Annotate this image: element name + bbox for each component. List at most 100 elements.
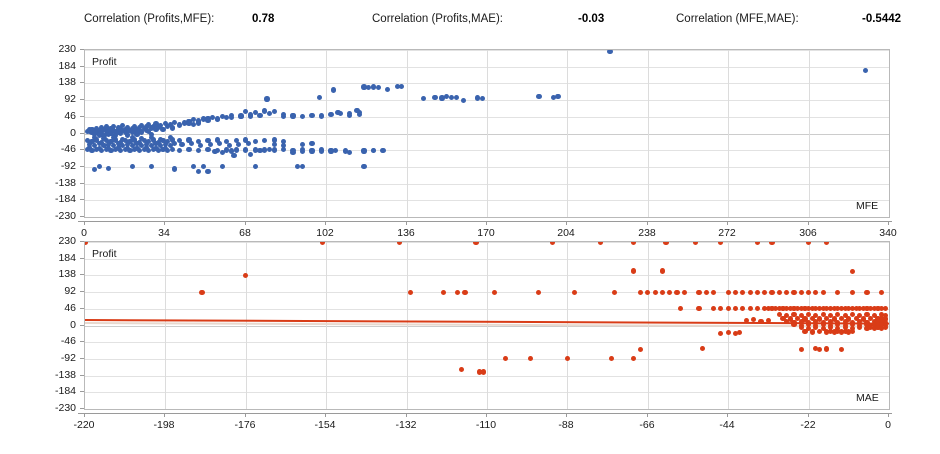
data-point — [124, 124, 131, 130]
data-point — [158, 136, 164, 142]
x-axis-line — [78, 221, 892, 222]
data-point — [740, 306, 746, 312]
y-axis-tick-mark — [80, 308, 84, 309]
data-point — [103, 138, 109, 144]
data-point — [791, 312, 797, 318]
data-point — [458, 367, 464, 373]
data-point — [153, 141, 159, 147]
y-axis-tick-mark — [80, 149, 84, 150]
data-point — [798, 319, 804, 325]
data-point — [153, 145, 159, 151]
x-axis-tick-mark — [486, 221, 487, 225]
data-point — [802, 328, 808, 334]
data-point — [645, 289, 651, 295]
data-point — [868, 306, 874, 312]
x-axis-tick-mark — [84, 221, 85, 225]
data-point — [791, 306, 797, 312]
y-axis-tick-label: 230 — [58, 235, 76, 247]
x-axis-tick-label: -44 — [719, 419, 735, 431]
data-point — [732, 289, 739, 295]
y-axis-tick-label: -184 — [54, 385, 76, 397]
data-point — [281, 142, 287, 148]
y-axis-tick-mark — [80, 375, 84, 376]
data-point — [132, 137, 138, 143]
data-point — [172, 166, 178, 172]
y-axis-tick-label: -230 — [54, 402, 76, 414]
data-point — [108, 147, 114, 153]
data-point — [252, 109, 258, 116]
data-point — [299, 114, 306, 120]
data-point — [89, 138, 95, 145]
y-axis-tick-label: 138 — [58, 76, 76, 88]
data-point — [827, 328, 834, 334]
y-axis-tick-mark — [80, 133, 84, 134]
y-axis-tick-label: 46 — [64, 110, 76, 122]
data-point — [210, 114, 216, 121]
data-point — [550, 242, 556, 246]
data-point — [528, 356, 534, 362]
data-point — [795, 306, 801, 312]
gridline-vertical — [889, 242, 890, 409]
data-point — [262, 108, 268, 114]
data-point — [871, 319, 877, 325]
data-point — [630, 242, 636, 246]
data-point — [195, 138, 202, 145]
data-point — [169, 147, 176, 153]
data-point — [158, 143, 164, 149]
data-point — [871, 312, 877, 318]
data-point — [681, 289, 687, 295]
data-point — [798, 312, 804, 318]
data-point — [148, 142, 154, 148]
data-point — [129, 164, 135, 170]
data-point — [191, 122, 197, 128]
data-point — [233, 138, 239, 144]
data-point — [853, 315, 859, 321]
y-axis-tick-label: 0 — [70, 319, 76, 331]
x-axis-tick-mark — [566, 221, 567, 225]
data-point — [460, 97, 466, 103]
data-point — [165, 147, 171, 153]
data-point — [769, 242, 775, 246]
data-point — [281, 138, 287, 145]
data-point — [776, 289, 782, 295]
x-axis-tick-label: 170 — [477, 227, 495, 239]
data-point — [824, 329, 830, 335]
data-point — [879, 325, 885, 331]
data-point — [838, 306, 845, 312]
data-point — [608, 356, 614, 362]
data-point — [139, 123, 145, 129]
y-axis-tick-mark — [80, 241, 84, 242]
data-point — [160, 126, 166, 132]
y-axis-tick-mark — [80, 391, 84, 392]
x-axis-tick-label: 340 — [879, 227, 897, 239]
data-point — [806, 322, 812, 328]
data-point — [816, 306, 823, 312]
data-point — [124, 132, 131, 138]
data-point — [747, 306, 753, 312]
data-point — [120, 143, 126, 149]
x-axis-tick-label: 306 — [799, 227, 817, 239]
data-point — [153, 127, 159, 133]
data-point — [809, 315, 815, 321]
data-point — [101, 133, 107, 139]
data-point — [710, 289, 717, 295]
data-point — [335, 109, 341, 116]
data-point — [243, 147, 249, 153]
data-point — [630, 356, 636, 362]
data-point — [229, 148, 235, 154]
data-point — [882, 319, 888, 326]
data-point — [198, 142, 204, 148]
data-point — [127, 147, 133, 153]
data-point — [245, 141, 251, 147]
data-point — [667, 289, 673, 295]
data-point — [87, 145, 93, 151]
data-point — [784, 289, 790, 295]
x-axis-tick-mark — [727, 221, 728, 225]
data-point — [802, 306, 808, 312]
data-point — [236, 141, 242, 147]
x-axis-tick-label: 238 — [638, 227, 656, 239]
data-point — [134, 146, 140, 152]
x-axis-tick-mark — [727, 413, 728, 417]
data-point — [462, 289, 468, 295]
data-point — [158, 122, 164, 129]
